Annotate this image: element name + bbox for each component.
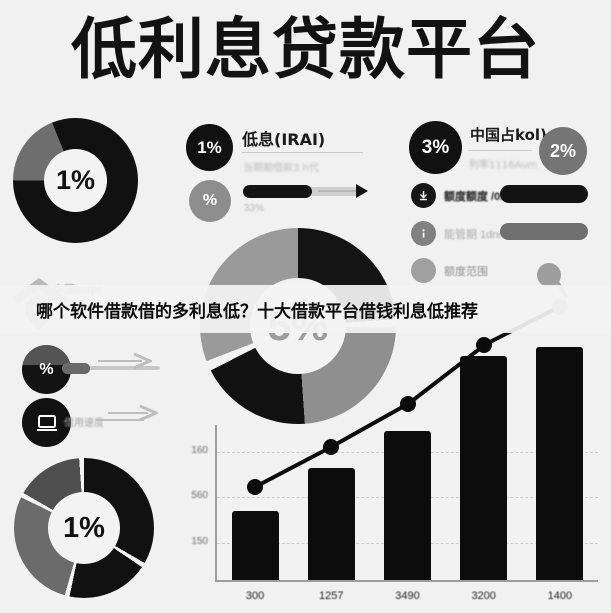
page-title-band: 低利息贷款平台: [0, 0, 611, 100]
caption-overlay-band: 哪个软件借款借的多利息低？十大借款平台借钱利息低推荐: [0, 285, 611, 333]
progress-fill: [243, 185, 312, 198]
progress-value-label: 33%: [244, 203, 265, 214]
row-bar-2: [500, 223, 588, 240]
bar: [536, 346, 584, 580]
caption-text: 哪个软件借款借的多利息低？十大借款平台借钱利息低推荐: [36, 301, 478, 322]
arrow-right-icon: [98, 352, 154, 375]
arrow-right-icon: [108, 404, 160, 427]
donut-value-bottom-left: 1%: [63, 511, 105, 544]
donut-value-top-left: 1%: [55, 165, 96, 195]
donut-center-hole: 1%: [44, 149, 107, 212]
heading-china-kol: 中国占kol): [470, 126, 547, 144]
donut-chart-top-left: 1%: [13, 118, 138, 243]
badge-percent-symbol: %: [189, 180, 231, 222]
badge-low-rate-percent: 1%: [186, 124, 233, 171]
line-marker: [399, 396, 416, 413]
subtext-low-rate: 当期期借款3 h代: [243, 163, 319, 174]
row-label-1: 额度额度 /0nm: [444, 191, 517, 203]
bar: [460, 356, 508, 580]
row-label-2: 能管期 1dnm: [444, 229, 508, 241]
speed-label: 借用速度: [64, 418, 104, 429]
y-tick-label: 160: [191, 445, 208, 456]
arrow-right-icon: [318, 183, 370, 204]
donut-chart-bottom-left: 1%: [14, 458, 154, 598]
download-icon: [411, 183, 436, 208]
badge-china-percent: 3%: [409, 121, 462, 174]
percent-glyph: %: [39, 360, 54, 378]
mini-progress-fill: [62, 363, 90, 374]
mini-progress-track: [62, 366, 160, 370]
y-tick-label: 150: [191, 536, 208, 547]
x-tick-label: 3200: [471, 590, 496, 602]
y-tick-label: 560: [191, 490, 208, 501]
subtext-china-kol: 利率1116Aum: [469, 160, 538, 171]
row-label-3: 额度范围: [444, 266, 488, 278]
monitor-icon: [22, 398, 71, 447]
divider-rule: [468, 150, 532, 151]
x-tick-label: 1400: [547, 590, 573, 602]
line-marker: [475, 337, 492, 354]
page-title: 低利息贷款平台: [71, 11, 540, 88]
row-bar-1: [500, 185, 588, 203]
bar: [231, 510, 279, 580]
divider-rule: [96, 419, 144, 421]
dot-icon: [411, 258, 436, 283]
divider-rule: [242, 152, 363, 153]
badge-china-secondary-percent: 2%: [539, 127, 587, 175]
heading-low-rate: 低息(IRAI): [242, 130, 326, 149]
y-axis: [215, 425, 217, 582]
x-axis: [215, 580, 598, 582]
x-tick-label: 1257: [319, 590, 344, 602]
bar-line-chart: 160 560 150 300 1257 3490 3200 1400: [180, 298, 600, 610]
x-tick-label: 300: [245, 590, 265, 602]
line-marker: [247, 478, 264, 495]
line-marker: [323, 438, 340, 455]
bar: [307, 468, 355, 580]
info-icon: [411, 221, 436, 246]
x-tick-label: 3490: [395, 590, 420, 602]
bar: [384, 430, 431, 580]
donut-center-hole: 1%: [48, 492, 120, 564]
